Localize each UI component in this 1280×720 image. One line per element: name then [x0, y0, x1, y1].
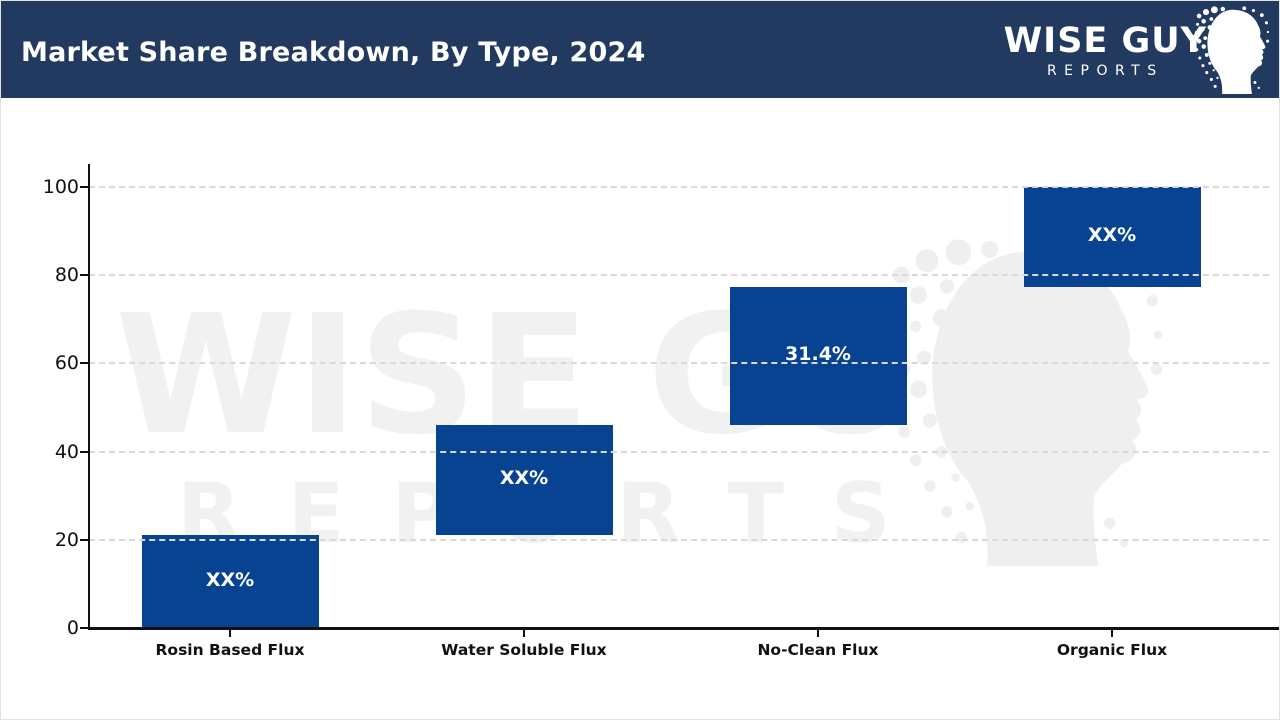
wiseguy-logo: WISE GUY REPORTS: [1004, 5, 1271, 95]
x-axis-tick-mark: [229, 630, 231, 637]
chart-canvas: WISE GU R E P O R T S 020406080100XX%Ros…: [1, 98, 1279, 719]
bar-3: [729, 286, 907, 426]
x-axis-category-label: Water Soluble Flux: [441, 641, 607, 659]
x-axis-category-label: Organic Flux: [1056, 641, 1168, 659]
x-axis-line: [88, 627, 1279, 630]
y-axis-line: [88, 164, 90, 630]
y-axis-tick-mark: [80, 538, 89, 541]
bar-2: [435, 425, 613, 536]
y-axis-tick-label: 0: [66, 617, 79, 639]
bar-value-label: 31.4%: [785, 342, 851, 365]
y-axis-tick-label: 40: [54, 440, 79, 463]
plot-area: 0 20 40 60 80 100 XX% Rosin Based Flux XX% Water …: [1, 98, 1279, 719]
bar-value-label: XX%: [499, 467, 549, 490]
y-axis-tick-mark: [80, 627, 89, 629]
y-axis-tick-mark: [80, 362, 89, 365]
y-axis-tick-mark: [80, 186, 89, 188]
y-axis-tick-label: 20: [54, 528, 79, 551]
y-axis-tick-label: 80: [54, 264, 79, 287]
x-axis-category-label: Rosin Based Flux: [155, 641, 305, 659]
header-bar: Market Share Breakdown, By Type, 2024 WI…: [1, 1, 1279, 98]
y-axis-tick-label: 60: [54, 352, 79, 375]
x-axis-category-label: No-Clean Flux: [757, 641, 879, 659]
y-axis-tick-mark: [80, 274, 89, 277]
chart-title: Market Share Breakdown, By Type, 2024: [21, 37, 646, 68]
bar-value-label: XX%: [205, 568, 255, 591]
gridline: [89, 538, 1269, 541]
x-axis-tick-mark: [817, 630, 819, 637]
bar-1: [141, 535, 319, 628]
x-axis-tick-mark: [1111, 630, 1113, 637]
gridline: [89, 274, 1269, 277]
gridline: [89, 186, 1269, 188]
y-axis-tick-label: 100: [42, 176, 79, 198]
logo-subtext: REPORTS: [1046, 63, 1164, 79]
gridline: [89, 450, 1269, 453]
bar-value-label: XX%: [1087, 223, 1137, 246]
wiseguy-logo-text: WISE GUY REPORTS: [1004, 21, 1207, 79]
logo-wordmark: WISE GUY: [1003, 21, 1207, 61]
gridline: [89, 362, 1269, 365]
y-axis-tick-mark: [80, 450, 89, 453]
x-axis-tick-mark: [523, 630, 525, 637]
